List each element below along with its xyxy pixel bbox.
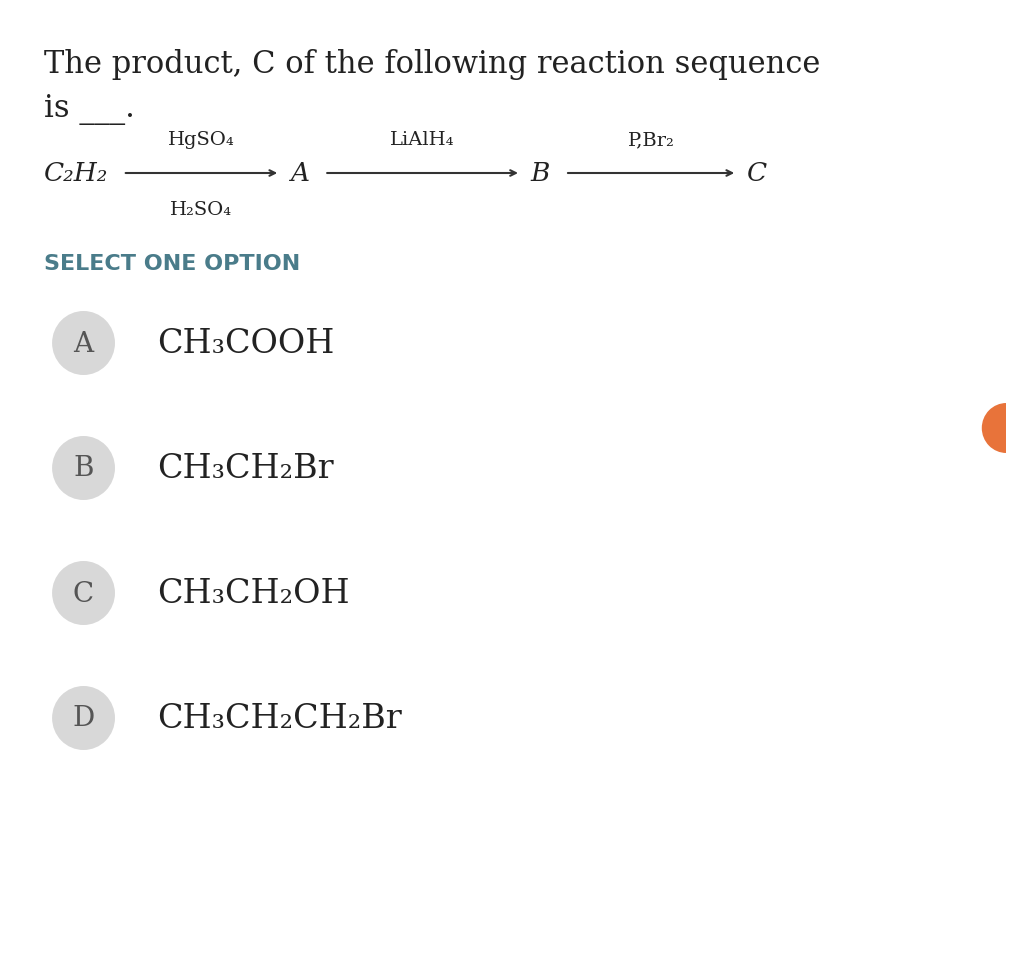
Circle shape [52, 436, 115, 501]
Text: HgSO₄: HgSO₄ [168, 131, 234, 149]
Text: is ___.: is ___. [44, 94, 135, 125]
Text: D: D [73, 705, 94, 732]
Circle shape [52, 687, 115, 750]
Text: P,Br₂: P,Br₂ [628, 131, 675, 149]
Text: CH₃CH₂OH: CH₃CH₂OH [158, 577, 350, 609]
Text: B: B [74, 455, 94, 482]
Text: C: C [73, 580, 94, 607]
Text: CH₃CH₂CH₂Br: CH₃CH₂CH₂Br [158, 702, 402, 734]
Text: C: C [746, 161, 767, 187]
Text: The product, C of the following reaction sequence: The product, C of the following reaction… [44, 49, 820, 80]
Text: H₂SO₄: H₂SO₄ [170, 200, 232, 219]
Text: C₂H₂: C₂H₂ [44, 161, 109, 187]
Text: A: A [290, 161, 309, 187]
Circle shape [982, 404, 1024, 454]
Text: CH₃CH₂Br: CH₃CH₂Br [158, 453, 334, 484]
Circle shape [52, 312, 115, 376]
Text: SELECT ONE OPTION: SELECT ONE OPTION [44, 253, 300, 274]
Text: A: A [74, 331, 93, 357]
Text: CH₃COOH: CH₃COOH [158, 328, 335, 360]
Text: B: B [530, 161, 550, 187]
Text: LiAlH₄: LiAlH₄ [390, 131, 455, 149]
Circle shape [52, 561, 115, 625]
